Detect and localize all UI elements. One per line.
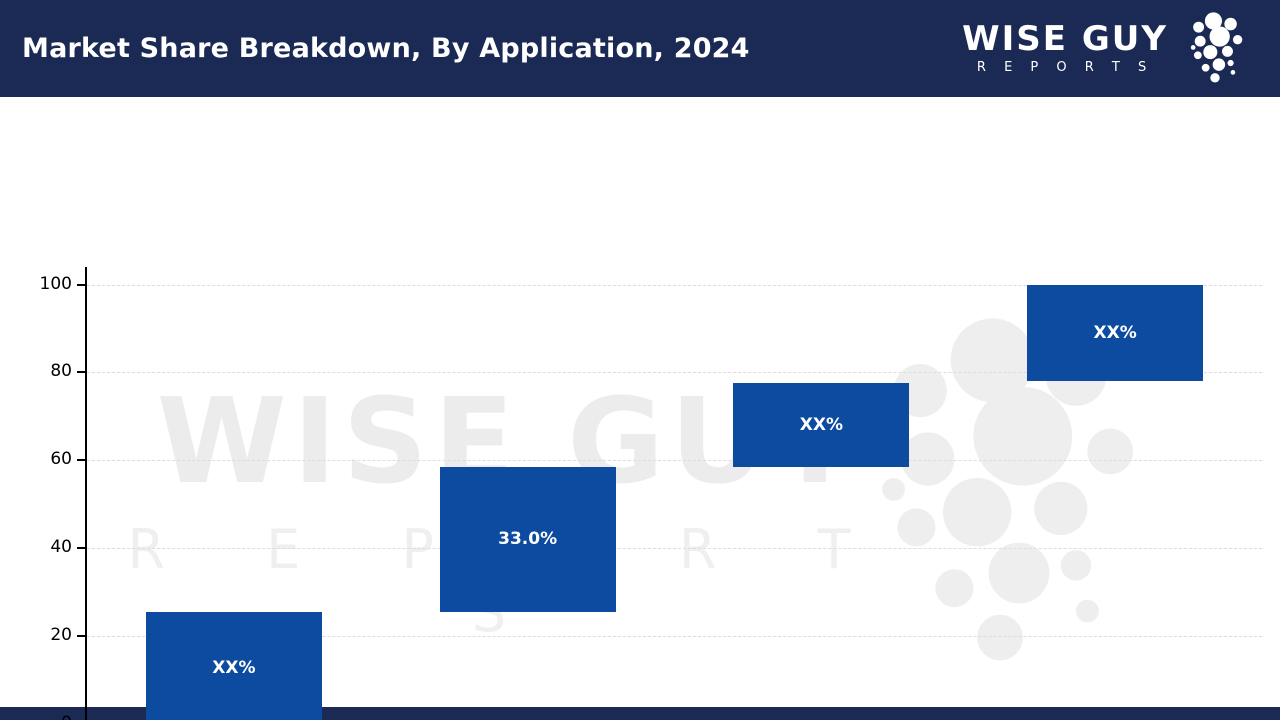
gridline bbox=[87, 548, 1262, 550]
logo-title: WISE GUY bbox=[962, 19, 1168, 60]
chart-area: WISE GUY R E P O R T S XX%33.0%XX%XX% 02… bbox=[0, 97, 1280, 720]
bar-filtration: XX% bbox=[733, 383, 910, 467]
y-tick-mark bbox=[77, 547, 85, 550]
y-tick-mark bbox=[77, 283, 85, 286]
y-tick-label: 40 bbox=[50, 537, 72, 558]
y-tick-mark bbox=[77, 371, 85, 374]
chart-title: Market Share Breakdown, By Application, … bbox=[22, 33, 750, 64]
bar-value-label: XX% bbox=[799, 415, 843, 436]
bar-value-label: XX% bbox=[212, 657, 256, 678]
gridline bbox=[87, 636, 1262, 638]
y-tick-label: 80 bbox=[50, 361, 72, 382]
bar-packaging: 33.0% bbox=[439, 466, 616, 612]
logo-head-icon bbox=[1190, 11, 1243, 83]
y-tick-mark bbox=[77, 635, 85, 638]
y-tick-label: 20 bbox=[50, 625, 72, 646]
y-tick-label: 60 bbox=[50, 449, 72, 470]
y-tick-label: 0 bbox=[12, 713, 72, 720]
header: Market Share Breakdown, By Application, … bbox=[0, 0, 1280, 97]
logo-text: WISE GUY R E P O R T S bbox=[962, 19, 1168, 75]
y-tick-label: 100 bbox=[39, 273, 72, 294]
wise-guy-logo: WISE GUY R E P O R T S bbox=[962, 9, 1254, 89]
bar-bottling: XX% bbox=[145, 611, 322, 720]
bar-value-label: 33.0% bbox=[498, 529, 558, 550]
bar-separation: XX% bbox=[1027, 284, 1204, 382]
bar-value-label: XX% bbox=[1093, 322, 1137, 343]
y-tick-mark bbox=[77, 459, 85, 462]
gridline bbox=[87, 460, 1262, 462]
gridline bbox=[87, 284, 1262, 286]
gridline bbox=[87, 372, 1262, 374]
plot-area: XX% 33.0% XX% XX% bbox=[85, 267, 1262, 720]
logo-subtitle: R E P O R T S bbox=[976, 59, 1154, 75]
